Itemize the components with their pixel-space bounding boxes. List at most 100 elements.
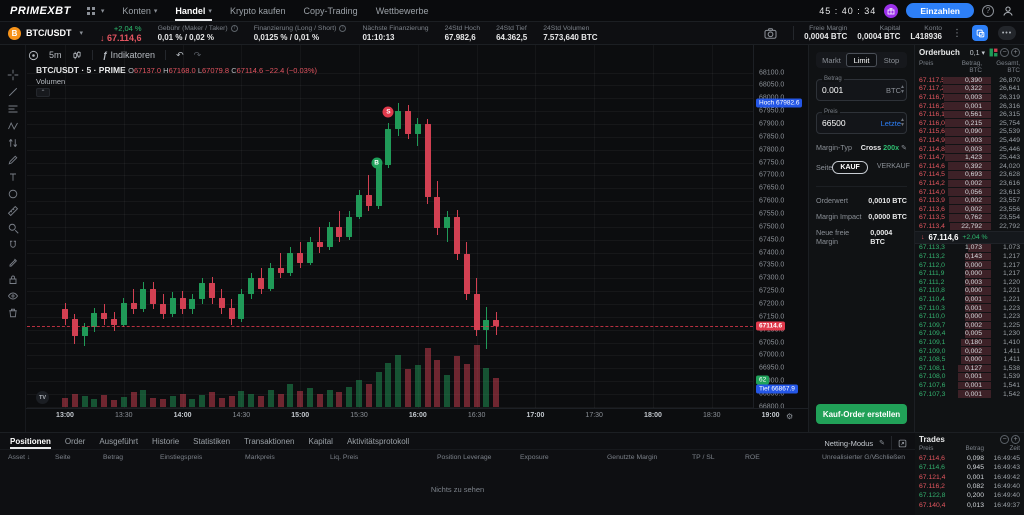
undo-icon[interactable]: ↶ bbox=[176, 49, 184, 60]
magnet-icon[interactable] bbox=[5, 239, 21, 251]
price-axis[interactable]: 68100.068050.068000.067950.067900.067850… bbox=[753, 45, 808, 410]
gift-button[interactable] bbox=[884, 3, 899, 18]
more-button[interactable]: ••• bbox=[998, 26, 1016, 40]
account-menu-icon[interactable]: ⋮ bbox=[952, 27, 962, 39]
zoom-icon[interactable] bbox=[5, 222, 21, 234]
interval-button[interactable]: 5m bbox=[49, 50, 62, 60]
edit-netting-icon[interactable]: ✎ bbox=[879, 440, 885, 447]
orderbook-row[interactable]: 67.110,4 0,001 1,221 bbox=[915, 295, 1024, 304]
fib-retracement-icon[interactable] bbox=[5, 103, 21, 115]
orderbook-row[interactable]: 67.113,9 0,002 23,557 bbox=[915, 196, 1024, 205]
info-icon[interactable]: i bbox=[339, 24, 347, 32]
edit-leverage-icon[interactable]: ✎ bbox=[901, 145, 907, 152]
bottom-tab-order[interactable]: Order bbox=[64, 436, 86, 446]
zoom-out-icon[interactable]: − bbox=[1000, 435, 1009, 444]
pair-selector[interactable]: B BTC/USDT ▾ bbox=[8, 26, 100, 40]
price-input[interactable]: 66500 bbox=[822, 118, 846, 128]
text-icon[interactable] bbox=[5, 171, 21, 183]
use-last-price-link[interactable]: Letzte bbox=[880, 118, 901, 128]
nav-item-copy-trading[interactable]: Copy-Trading bbox=[303, 5, 358, 16]
orderbook-row[interactable]: 67.109,0 0,002 1,411 bbox=[915, 347, 1024, 356]
transfer-button[interactable] bbox=[972, 25, 988, 41]
zoom-out-icon[interactable]: − bbox=[1000, 48, 1009, 57]
time-axis[interactable]: 13:00 13:30 14:00 14:30 15:00 15:30 16:00 16:30… bbox=[0, 408, 808, 423]
nav-item-handel[interactable]: Handel ▾ bbox=[175, 0, 212, 21]
orderbook-row[interactable]: 67.111,9 0,000 1,217 bbox=[915, 269, 1024, 278]
orderbook-row[interactable]: 67.109,7 0,002 1,225 bbox=[915, 321, 1024, 330]
crosshair-icon[interactable] bbox=[5, 69, 21, 81]
bottom-tab-transaktionen[interactable]: Transaktionen bbox=[244, 436, 295, 446]
nav-item-krypto-kaufen[interactable]: Krypto kaufen bbox=[229, 5, 286, 16]
lock-icon[interactable] bbox=[5, 273, 21, 285]
create-buy-order-button[interactable]: Kauf-Order erstellen bbox=[816, 404, 907, 424]
shapes-icon[interactable] bbox=[5, 188, 21, 200]
side-sell-button[interactable]: VERKAUF bbox=[876, 163, 910, 170]
orderbook-row[interactable]: 67.114,5 0,693 23,628 bbox=[915, 171, 1024, 180]
orderbook-row[interactable]: 67.117,5 0,390 26,870 bbox=[915, 76, 1024, 85]
profile-icon[interactable] bbox=[1002, 5, 1014, 17]
zoom-in-icon[interactable]: + bbox=[1011, 435, 1020, 444]
amount-input[interactable]: 0.001 bbox=[822, 85, 844, 95]
orderbook-row[interactable]: 67.111,2 0,003 1,220 bbox=[915, 278, 1024, 287]
orderbook-row[interactable]: 67.117,2 0,322 26,641 bbox=[915, 85, 1024, 94]
orderbook-row[interactable]: 67.108,1 0,127 1,538 bbox=[915, 364, 1024, 373]
orderbook-row[interactable]: 67.113,4 22,792 22,792 bbox=[915, 222, 1024, 231]
nav-item-wettbewerbe[interactable]: Wettbewerbe bbox=[375, 5, 429, 16]
help-icon[interactable]: ? bbox=[982, 4, 994, 17]
chart-settings-gear-icon[interactable]: ⚙ bbox=[786, 412, 794, 421]
orderbook-row[interactable]: 67.116,1 0,561 26,315 bbox=[915, 110, 1024, 119]
orderbook-row[interactable]: 67.114,7 1,423 25,443 bbox=[915, 153, 1024, 162]
brush-icon[interactable] bbox=[5, 154, 21, 166]
indicators-button[interactable]: ƒ Indikatoren bbox=[102, 50, 156, 60]
margin-type-value[interactable]: Cross 200x ✎ bbox=[860, 143, 907, 152]
screenshot-camera-icon[interactable] bbox=[764, 27, 777, 39]
orderbook-row[interactable]: 67.114,0 0,056 23,613 bbox=[915, 188, 1024, 197]
bottom-tab-statistiken[interactable]: Statistiken bbox=[193, 436, 231, 446]
orderbook-row[interactable]: 67.114,9 0,003 25,449 bbox=[915, 136, 1024, 145]
bottom-tab-positionen[interactable]: Positionen bbox=[10, 433, 51, 449]
orderbook-row[interactable]: 67.116,0 0,215 25,754 bbox=[915, 119, 1024, 128]
price-field[interactable]: Preis 66500 Letzte ▲ ▼ bbox=[816, 109, 907, 134]
orderbook-row[interactable]: 67.109,1 0,180 1,410 bbox=[915, 338, 1024, 347]
book-layout-icon[interactable] bbox=[989, 48, 998, 57]
eye-icon[interactable] bbox=[5, 290, 21, 302]
orderbook-row[interactable]: 67.108,0 0,001 1,539 bbox=[915, 373, 1024, 382]
trendline-icon[interactable] bbox=[5, 86, 21, 98]
expand-panel-icon[interactable] bbox=[898, 439, 907, 448]
trash-icon[interactable] bbox=[5, 307, 21, 319]
candle-style-button[interactable] bbox=[72, 50, 82, 61]
orderbook-row[interactable]: 67.114,6 0,392 24,020 bbox=[915, 162, 1024, 171]
bottom-tab-aktivitätsprotokoll[interactable]: Aktivitätsprotokoll bbox=[346, 436, 410, 446]
orderbook-row[interactable]: 67.107,3 0,001 1,542 bbox=[915, 390, 1024, 399]
orderbook-row[interactable]: 67.107,6 0,001 1,541 bbox=[915, 381, 1024, 390]
orderbook-row[interactable]: 67.110,8 0,000 1,221 bbox=[915, 287, 1024, 296]
orderbook-row[interactable]: 67.109,4 0,005 1,230 bbox=[915, 330, 1024, 339]
grouping-select[interactable]: 0,1 ▾ bbox=[969, 49, 985, 57]
apps-grid-button[interactable]: ▾ bbox=[86, 6, 104, 15]
price-stepper[interactable]: ▲ ▼ bbox=[900, 117, 905, 128]
orderbook-row[interactable]: 67.113,3 1,073 1,073 bbox=[915, 244, 1024, 253]
amount-stepper[interactable]: ▲ ▼ bbox=[900, 84, 905, 95]
bottom-tab-ausgeführt[interactable]: Ausgeführt bbox=[99, 436, 139, 446]
orderbook-row[interactable]: 67.114,2 0,002 23,616 bbox=[915, 179, 1024, 188]
long-short-icon[interactable] bbox=[5, 137, 21, 149]
orderbook-row[interactable]: 67.110,3 0,001 1,223 bbox=[915, 304, 1024, 313]
order-type-tab-markt[interactable]: Markt bbox=[822, 55, 841, 65]
orderbook-row[interactable]: 67.116,7 0,003 26,319 bbox=[915, 93, 1024, 102]
amount-field[interactable]: Betrag 0.001 BTC ▲ ▼ bbox=[816, 76, 907, 101]
collapse-pane-button[interactable]: ⌃ bbox=[36, 88, 50, 97]
redo-icon[interactable]: ↷ bbox=[193, 49, 202, 60]
info-icon[interactable]: i bbox=[230, 24, 238, 32]
orderbook-row[interactable]: 67.108,5 0,000 1,411 bbox=[915, 355, 1024, 364]
order-type-tab-stop[interactable]: Stop bbox=[883, 55, 900, 65]
orderbook-row[interactable]: 67.113,2 0,143 1,217 bbox=[915, 252, 1024, 261]
orderbook-row[interactable]: 67.113,5 0,762 23,554 bbox=[915, 214, 1024, 223]
bottom-tab-historie[interactable]: Historie bbox=[152, 436, 180, 446]
orderbook-row[interactable]: 67.116,2 0,001 26,316 bbox=[915, 102, 1024, 111]
orderbook-row[interactable]: 67.110,0 0,000 1,223 bbox=[915, 312, 1024, 321]
order-type-tab-limit[interactable]: Limit bbox=[846, 53, 877, 67]
bottom-tab-kapital[interactable]: Kapital bbox=[308, 436, 333, 446]
deposit-button[interactable]: Einzahlen bbox=[906, 3, 974, 18]
